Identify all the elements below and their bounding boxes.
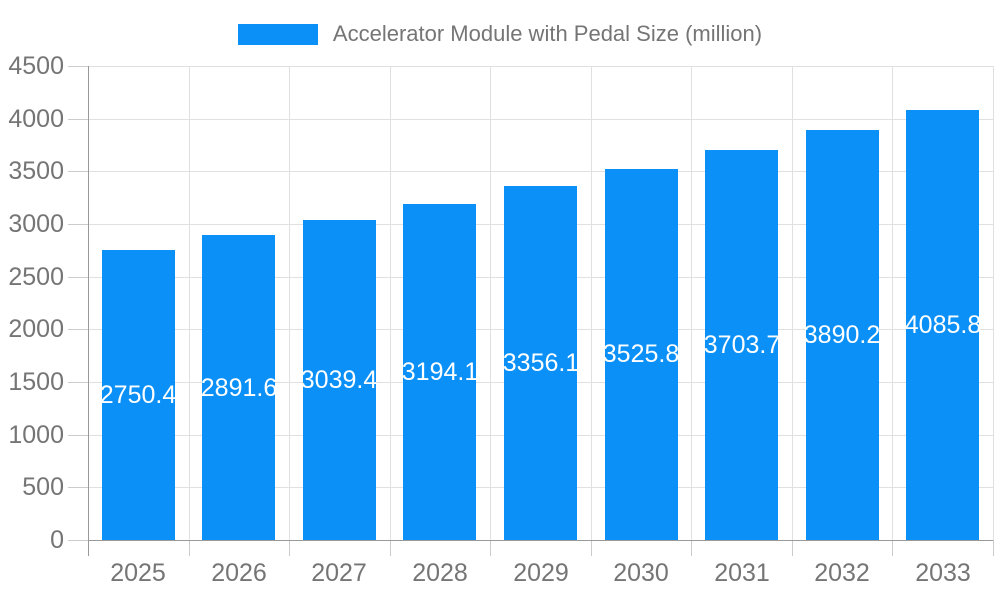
y-axis-tick-label: 500 (22, 473, 64, 501)
y-axis-tick-label: 4500 (8, 52, 64, 80)
x-axis-tick (289, 540, 290, 556)
bar (403, 204, 476, 540)
x-axis-tick (490, 540, 491, 556)
x-axis-tick (792, 540, 793, 556)
y-axis-tick (68, 487, 88, 488)
x-axis-tick (892, 540, 893, 556)
x-axis-tick-label: 2029 (513, 559, 569, 587)
y-axis-tick (68, 435, 88, 436)
bar-value-label: 2750.4 (99, 381, 177, 409)
y-axis-tick-label: 3500 (8, 157, 64, 185)
y-axis-tick (68, 119, 88, 120)
y-axis-tick-label: 1500 (8, 368, 64, 396)
legend-swatch (237, 23, 318, 45)
x-axis-tick (189, 540, 190, 556)
y-axis-tick-label: 4000 (8, 105, 64, 133)
bar-value-label: 3194.1 (401, 358, 479, 386)
y-axis-tick-label: 2000 (8, 315, 64, 343)
x-axis-tick-label: 2033 (915, 559, 971, 587)
x-axis-tick-label: 2025 (110, 559, 166, 587)
gridline-vertical (189, 66, 190, 540)
gridline-vertical (591, 66, 592, 540)
bar-value-label: 4085.8 (904, 311, 982, 339)
x-axis-tick-label: 2030 (613, 559, 669, 587)
x-axis-tick (591, 540, 592, 556)
x-axis-tick (691, 540, 692, 556)
y-axis-tick (68, 329, 88, 330)
x-axis-tick-label: 2026 (211, 559, 267, 587)
legend-label: Accelerator Module with Pedal Size (mill… (332, 21, 763, 46)
bar-value-label: 3890.2 (803, 321, 881, 349)
gridline-vertical (993, 66, 994, 540)
gridline-vertical (691, 66, 692, 540)
y-axis-line (88, 66, 89, 556)
bar (102, 250, 175, 540)
x-axis-tick (993, 540, 994, 556)
gridline-horizontal (88, 171, 993, 172)
y-axis-tick (68, 277, 88, 278)
bar (705, 150, 778, 540)
gridline-horizontal (88, 119, 993, 120)
y-axis-tick (68, 224, 88, 225)
bar-value-label: 2891.6 (200, 374, 278, 402)
bar (906, 110, 979, 540)
gridline-vertical (490, 66, 491, 540)
gridline-vertical (892, 66, 893, 540)
gridline-vertical (289, 66, 290, 540)
bar (303, 220, 376, 540)
gridline-vertical (390, 66, 391, 540)
x-axis-tick-label: 2027 (311, 559, 367, 587)
x-axis-tick-label: 2028 (412, 559, 468, 587)
bar (605, 169, 678, 540)
bar-value-label: 3356.1 (502, 349, 580, 377)
bar-value-label: 3039.4 (300, 366, 378, 394)
y-axis-tick-label: 3000 (8, 210, 64, 238)
bar (504, 186, 577, 540)
x-axis-tick-label: 2032 (814, 559, 870, 587)
y-axis-tick (68, 540, 88, 541)
x-axis-line (88, 540, 993, 541)
bar-value-label: 3525.8 (602, 340, 680, 368)
y-axis-tick (68, 171, 88, 172)
x-axis-tick (390, 540, 391, 556)
bar (202, 235, 275, 540)
gridline-horizontal (88, 66, 993, 67)
bar-value-label: 3703.7 (703, 331, 781, 359)
y-axis-tick-label: 1000 (8, 421, 64, 449)
y-axis-tick-label: 0 (50, 526, 64, 554)
x-axis-tick-label: 2031 (714, 559, 770, 587)
bar (806, 130, 879, 540)
y-axis-tick (68, 382, 88, 383)
y-axis-tick-label: 2500 (8, 263, 64, 291)
legend[interactable]: Accelerator Module with Pedal Size (mill… (0, 21, 1000, 47)
y-axis-tick (68, 66, 88, 67)
gridline-vertical (792, 66, 793, 540)
